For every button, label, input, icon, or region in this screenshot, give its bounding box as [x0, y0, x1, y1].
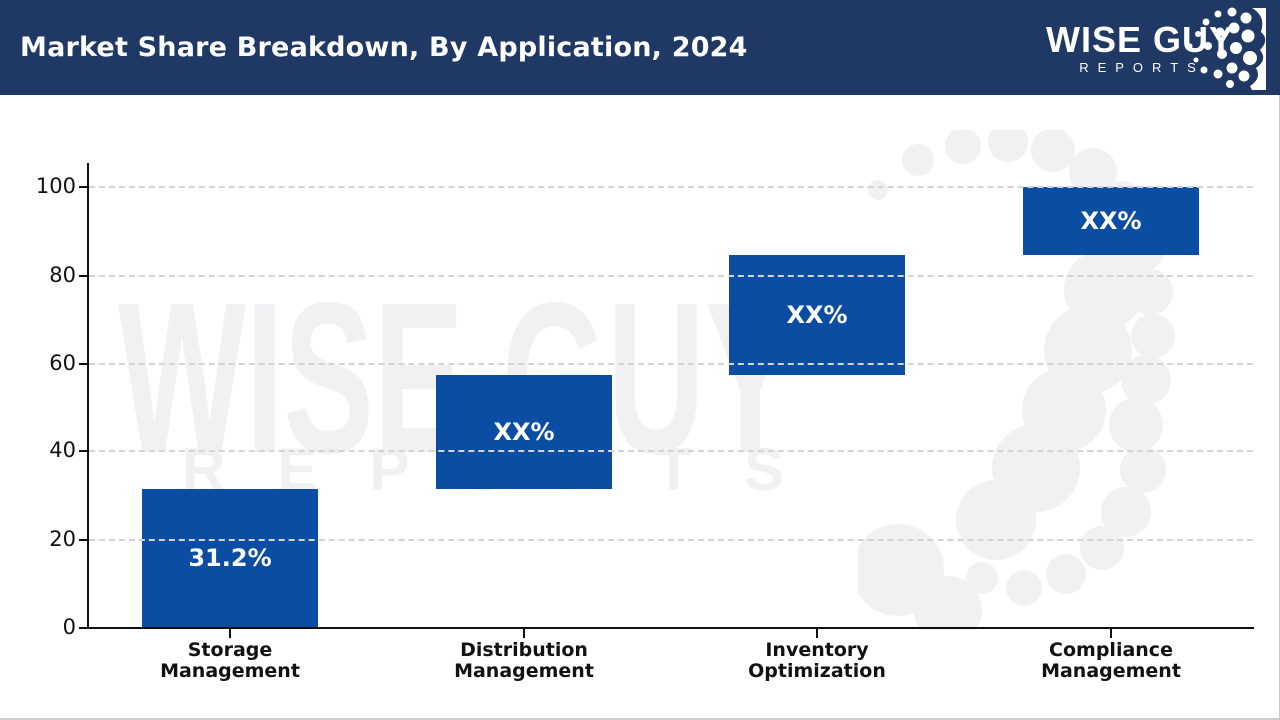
x-axis-label-inventory-optimization: Inventory Optimization	[748, 639, 886, 682]
bar-value-label: XX%	[493, 418, 555, 446]
x-axis-line	[87, 627, 1254, 629]
x-tick-mark	[1110, 629, 1112, 638]
bar-value-label: XX%	[1080, 207, 1142, 235]
wise-guy-reports-logo: WISE GUY REPORTS	[1016, 6, 1266, 90]
face-dots-icon	[1187, 7, 1266, 90]
y-tick-mark	[79, 627, 88, 629]
y-axis-line	[87, 163, 89, 629]
y-tick-label-60: 60	[49, 351, 76, 375]
page-border-bottom	[0, 718, 1280, 720]
gridline-80	[89, 275, 1253, 277]
y-tick-label-80: 80	[49, 263, 76, 287]
watermark-face-dots	[858, 130, 1175, 630]
y-tick-label-40: 40	[49, 438, 76, 462]
y-tick-label-0: 0	[62, 615, 76, 639]
bar-distribution-management: XX%	[436, 375, 612, 489]
page-title: Market Share Breakdown, By Application, …	[20, 32, 748, 63]
bar-compliance-management: XX%	[1023, 187, 1199, 255]
bar-storage-management: 31.2%	[142, 489, 318, 627]
gridline-40	[89, 450, 1253, 452]
gridline-60	[89, 363, 1253, 365]
header-bar: Market Share Breakdown, By Application, …	[0, 0, 1280, 95]
y-tick-mark	[79, 539, 88, 541]
chart-area: WISE GUY REPORTS 31.2% XX%	[0, 95, 1280, 720]
x-axis-label-storage-management: Storage Management	[160, 639, 300, 682]
bar-value-label: XX%	[786, 301, 848, 329]
gridline-20	[89, 539, 1253, 541]
bar-inventory-optimization: XX%	[729, 255, 905, 375]
y-tick-mark	[79, 363, 88, 365]
bar-value-label: 31.2%	[188, 544, 272, 572]
y-tick-label-100: 100	[35, 174, 76, 198]
x-tick-mark	[229, 629, 231, 638]
x-tick-mark	[816, 629, 818, 638]
y-tick-mark	[79, 275, 88, 277]
logo-text: WISE GUY REPORTS	[1046, 19, 1235, 76]
x-tick-mark	[523, 629, 525, 638]
x-axis-label-distribution-management: Distribution Management	[454, 639, 594, 682]
y-tick-mark	[79, 450, 88, 452]
y-tick-mark	[79, 186, 88, 188]
y-tick-label-20: 20	[49, 527, 76, 551]
logo-subtitle: REPORTS	[1079, 60, 1205, 75]
logo-wordmark: WISE GUY	[1046, 19, 1235, 60]
gridline-100	[89, 186, 1253, 188]
x-axis-label-compliance-management: Compliance Management	[1041, 639, 1181, 682]
